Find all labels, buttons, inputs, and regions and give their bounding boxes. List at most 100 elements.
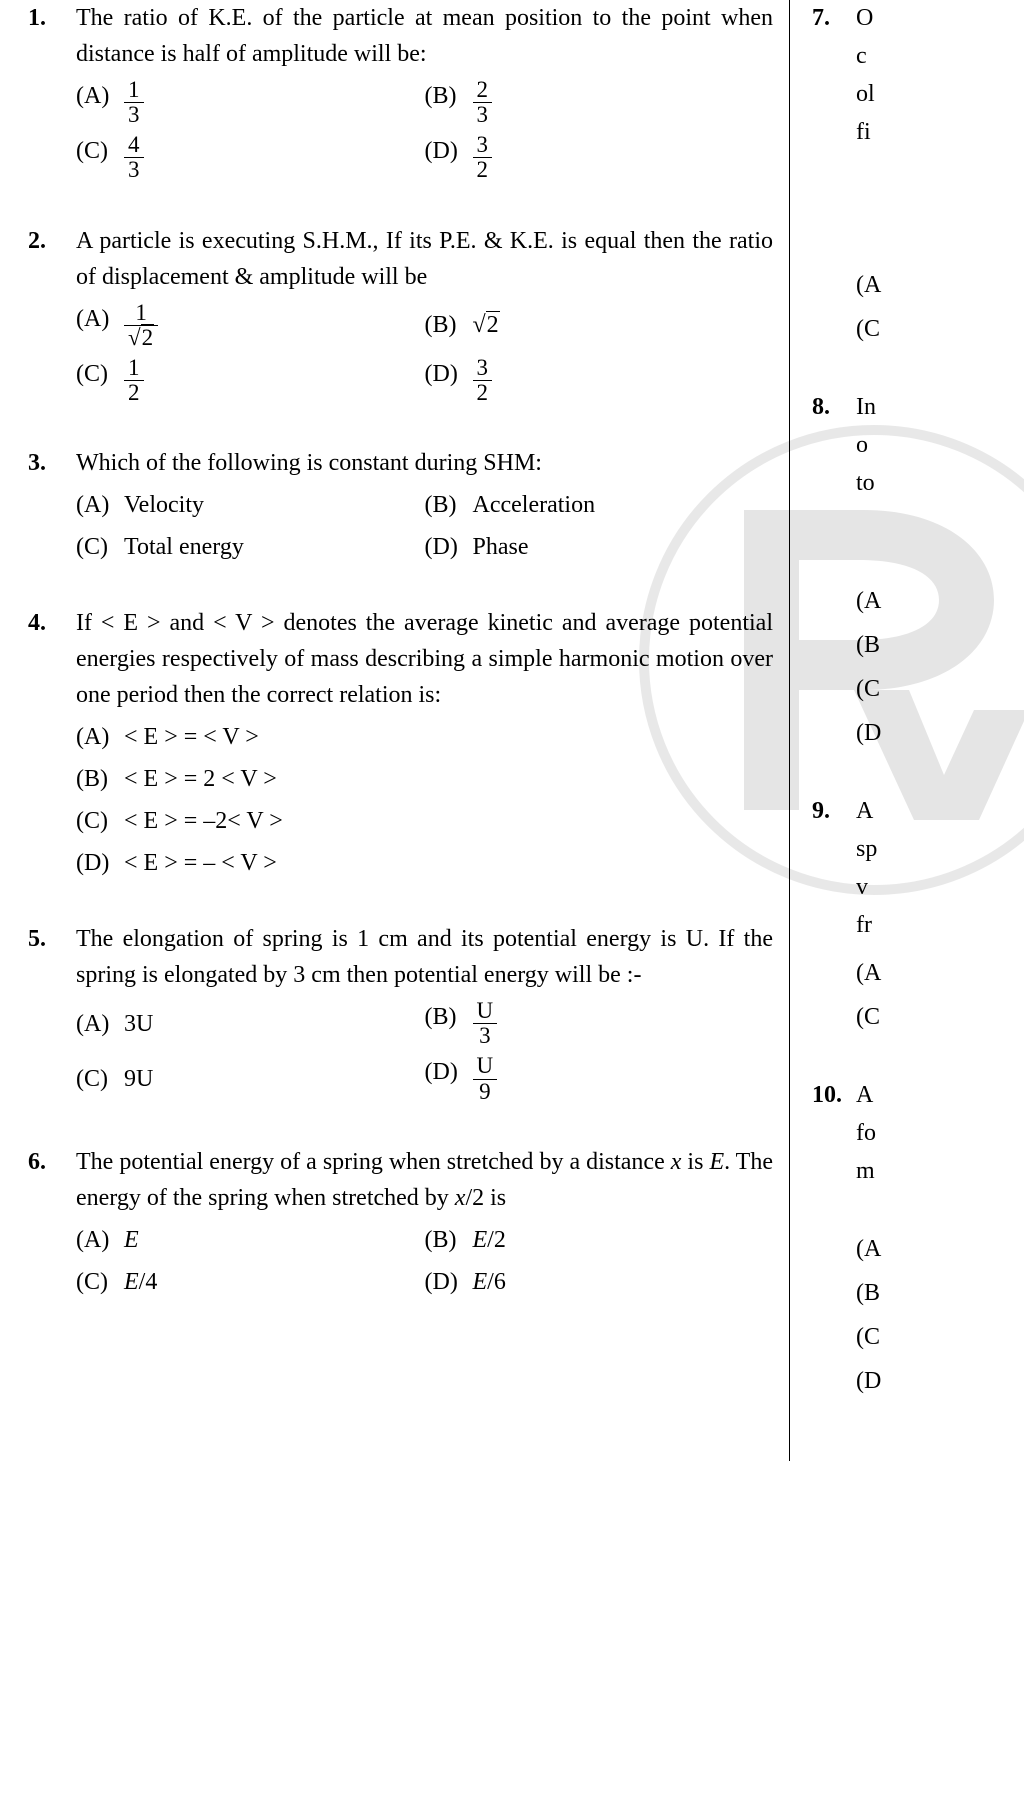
fraction: 13	[124, 78, 144, 127]
right-column: 7.Ocolfi(A(C8.Inoto(A(B(C(D9.Aspvfr(A(C1…	[790, 0, 1024, 1461]
option-text: < E > = –2< V >	[124, 803, 283, 839]
question-text: Which of the following is constant durin…	[76, 445, 773, 481]
question-number: 6.	[28, 1144, 76, 1306]
question-number: 7.	[812, 0, 856, 355]
partial-text: fi	[856, 114, 1024, 150]
partial-option: (D	[856, 715, 1024, 751]
partial-option: (A	[856, 583, 1024, 619]
option-label: (A)	[76, 487, 124, 523]
option-a: (A)13	[76, 78, 425, 127]
options: (A)E (B)E/2 (C)E/4 (D)E/6	[76, 1222, 773, 1306]
question-text: The potential energy of a spring when st…	[76, 1144, 773, 1216]
partial-text: to	[856, 465, 1024, 501]
option-label: (A)	[76, 1222, 124, 1258]
partial-option: (C	[856, 1319, 1024, 1355]
question-5: 5. The elongation of spring is 1 cm and …	[28, 921, 773, 1110]
fraction: 23	[473, 78, 493, 127]
option-b: (B)< E > = 2 < V >	[76, 761, 773, 797]
option-label: (B)	[425, 307, 473, 343]
partial-body: Inoto(A(B(C(D	[856, 389, 1024, 759]
question-3: 3. Which of the following is constant du…	[28, 445, 773, 571]
option-d: (D)Phase	[425, 529, 774, 565]
option-c: (C)< E > = –2< V >	[76, 803, 773, 839]
partial-text: ol	[856, 76, 1024, 112]
left-column: 1. The ratio of K.E. of the particle at …	[0, 0, 790, 1461]
fraction-sqrt: 1√2	[124, 301, 158, 350]
option-b: (B)U3	[425, 999, 774, 1048]
option-text: E/6	[473, 1264, 506, 1300]
fraction: 12	[124, 356, 144, 405]
question-1: 1. The ratio of K.E. of the particle at …	[28, 0, 773, 189]
partial-question: 10.Afom(A(B(C(D	[812, 1077, 1024, 1407]
partial-option: (C	[856, 311, 1024, 347]
option-text: E/2	[473, 1222, 506, 1258]
fraction: 43	[124, 133, 144, 182]
option-text: 3U	[124, 1006, 153, 1042]
partial-option: (B	[856, 1275, 1024, 1311]
option-text: < E > = < V >	[124, 719, 259, 755]
option-text: < E > = – < V >	[124, 845, 277, 881]
option-label: (B)	[425, 1222, 473, 1258]
option-b: (B)E/2	[425, 1222, 774, 1258]
partial-text: fo	[856, 1115, 1024, 1151]
partial-question: 9.Aspvfr(A(C	[812, 793, 1024, 1043]
question-2: 2. A particle is executing S.H.M., If it…	[28, 223, 773, 412]
option-a: (A)< E > = < V >	[76, 719, 773, 755]
option-a: (A)E	[76, 1222, 425, 1258]
partial-text: A	[856, 793, 1024, 829]
option-a: (A)1√2	[76, 301, 425, 350]
option-b: (B)√2	[425, 301, 774, 350]
partial-text: c	[856, 38, 1024, 74]
option-label: (C)	[76, 133, 124, 169]
question-text: The elongation of spring is 1 cm and its…	[76, 921, 773, 993]
options: (A)1√2 (B)√2 (C)12 (D)32	[76, 301, 773, 412]
options: (A)< E > = < V > (B)< E > = 2 < V > (C)<…	[76, 719, 773, 887]
question-body: The ratio of K.E. of the particle at mea…	[76, 0, 773, 189]
option-label: (D)	[425, 356, 473, 392]
option-b: (B)Acceleration	[425, 487, 774, 523]
options: (A)Velocity (B)Acceleration (C)Total ene…	[76, 487, 773, 571]
option-label: (D)	[425, 133, 473, 169]
option-a: (A)Velocity	[76, 487, 425, 523]
option-c: (C)Total energy	[76, 529, 425, 565]
partial-text: sp	[856, 831, 1024, 867]
question-body: Which of the following is constant durin…	[76, 445, 773, 571]
option-d: (D)E/6	[425, 1264, 774, 1300]
option-text: E/4	[124, 1264, 157, 1300]
option-text: E	[124, 1222, 139, 1258]
partial-text: A	[856, 1077, 1024, 1113]
option-label: (B)	[425, 999, 473, 1035]
option-label: (D)	[425, 1054, 473, 1090]
option-b: (B)23	[425, 78, 774, 127]
partial-body: Ocolfi (A (C	[856, 0, 1024, 355]
option-text: Total energy	[124, 529, 244, 565]
question-4: 4. If < E > and < V > denotes the averag…	[28, 605, 773, 887]
question-body: If < E > and < V > denotes the average k…	[76, 605, 773, 887]
option-label: (A)	[76, 78, 124, 114]
partial-text: fr	[856, 907, 1024, 943]
partial-text: m	[856, 1153, 1024, 1189]
option-c: (C)9U	[76, 1054, 425, 1103]
partial-option: (A	[856, 267, 1024, 303]
partial-option: (B	[856, 627, 1024, 663]
fraction: 32	[473, 356, 493, 405]
option-text: Velocity	[124, 487, 204, 523]
partial-question: 7.Ocolfi (A (C	[812, 0, 1024, 355]
option-label: (B)	[76, 761, 124, 797]
option-label: (C)	[76, 1264, 124, 1300]
question-number: 8.	[812, 389, 856, 759]
options: (A)3U (B)U3 (C)9U (D)U9	[76, 999, 773, 1110]
partial-option: (C	[856, 999, 1024, 1035]
option-c: (C)43	[76, 133, 425, 182]
partial-question: 8.Inoto(A(B(C(D	[812, 389, 1024, 759]
option-label: (A)	[76, 301, 124, 337]
partial-option: (C	[856, 671, 1024, 707]
partial-text: O	[856, 0, 1024, 36]
option-label: (B)	[425, 78, 473, 114]
question-number: 1.	[28, 0, 76, 189]
option-d: (D)< E > = – < V >	[76, 845, 773, 881]
sqrt-value: √2	[473, 307, 500, 343]
question-number: 4.	[28, 605, 76, 887]
option-label: (D)	[76, 845, 124, 881]
question-number: 9.	[812, 793, 856, 1043]
